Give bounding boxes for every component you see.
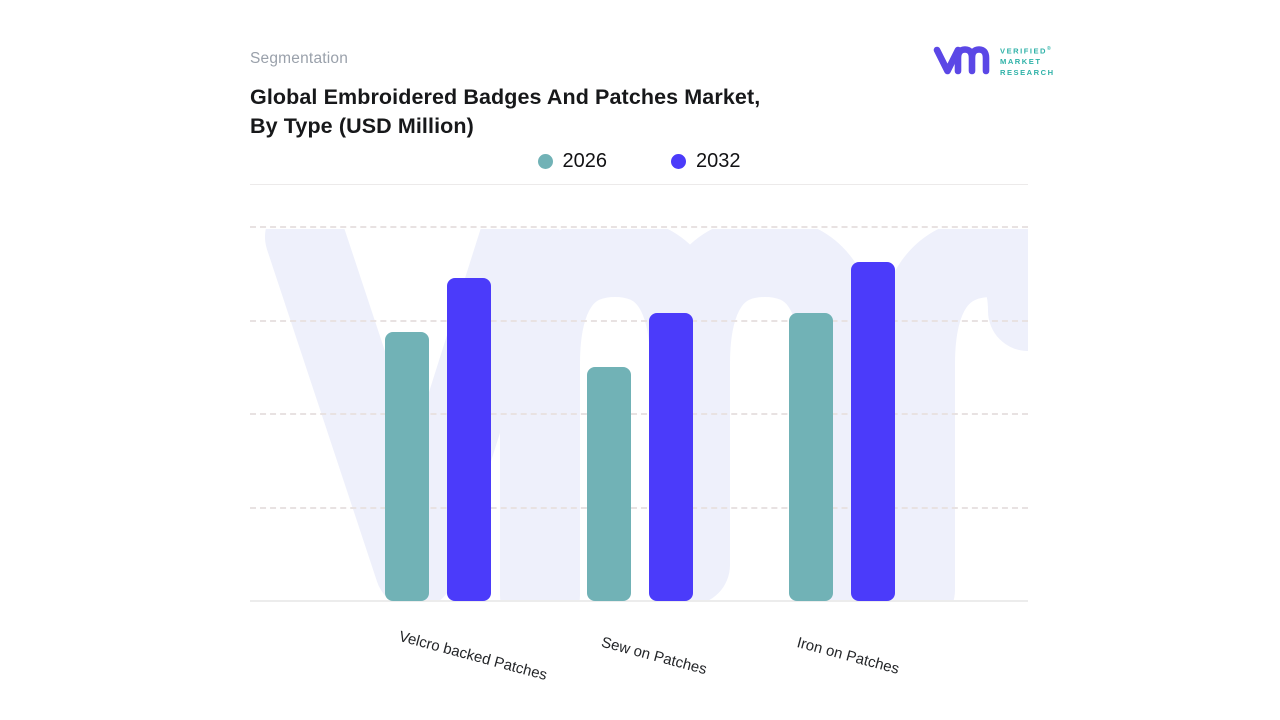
segmentation-label: Segmentation [250, 50, 349, 67]
brand-line-research: RESEARCH [1000, 67, 1055, 77]
gridline-0 [250, 226, 1028, 228]
gridline-2 [250, 413, 1028, 415]
registered-trademark-icon: ® [1047, 46, 1051, 52]
legend-label: 2026 [562, 149, 608, 172]
bar-2032-iron-on-patches[interactable] [851, 262, 895, 601]
legend-dot-icon [671, 153, 686, 169]
x-axis-label-iron-on-patches: Iron on Patches [795, 634, 901, 678]
bar-2026-iron-on-patches[interactable] [789, 313, 833, 601]
header-divider [250, 184, 1028, 185]
gridline-1 [250, 320, 1028, 322]
chart-legend: 2026 2032 [250, 147, 1028, 175]
brand-text: VERIFIED® MARKET RESEARCH [1000, 44, 1055, 78]
gridline-3 [250, 507, 1028, 509]
brand-logo: VERIFIED® MARKET RESEARCH [933, 37, 1083, 83]
bar-2032-sew-on-patches[interactable] [649, 313, 693, 601]
legend-item-2026[interactable]: 2026 [537, 149, 608, 173]
x-axis-label-sew-on-patches: Sew on Patches [599, 633, 709, 679]
vmr-watermark-icon [265, 229, 1028, 602]
vmr-monogram-icon [933, 46, 990, 75]
legend-item-2032[interactable]: 2032 [671, 150, 741, 173]
brand-line-market: MARKET [1000, 57, 1042, 67]
page-title: Global Embroidered Badges And Patches Ma… [250, 83, 760, 141]
legend-dot-icon [537, 153, 553, 169]
legend-label: 2032 [696, 149, 741, 172]
x-axis-label-velcro-backed-patches: Velcro backed Patches [397, 628, 549, 684]
x-axis-labels: Velcro backed Patches Sew on Patches Iron … [250, 620, 1028, 700]
x-axis-line [250, 600, 1028, 602]
bar-2026-sew-on-patches[interactable] [587, 367, 631, 601]
page-title-line-2: By Type (USD Million) [250, 114, 474, 138]
bar-chart-plot-area [250, 225, 1028, 602]
page-title-line-1: Global Embroidered Badges And Patches Ma… [250, 85, 761, 109]
brand-line-verified: VERIFIED® [1000, 46, 1051, 56]
bar-2026-velcro-backed-patches[interactable] [385, 332, 429, 601]
bar-2032-velcro-backed-patches[interactable] [447, 278, 491, 601]
